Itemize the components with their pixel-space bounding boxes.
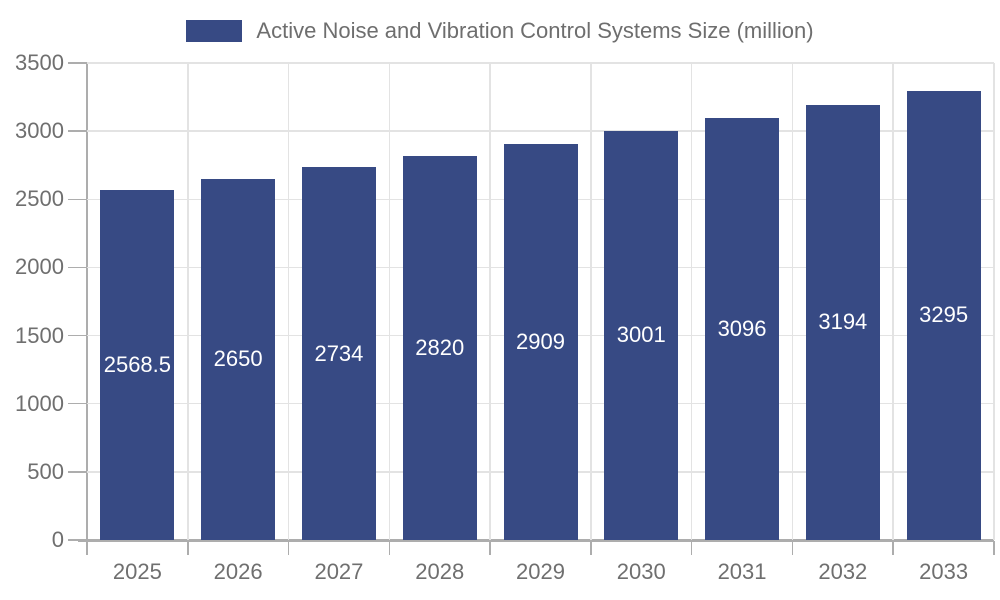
y-axis-tick — [68, 130, 87, 132]
v-gridline — [187, 63, 189, 540]
x-axis-tick — [489, 541, 491, 555]
bar-2026[interactable]: 2650 — [201, 178, 276, 540]
x-axis-line — [78, 539, 994, 542]
y-axis-tick — [68, 402, 87, 405]
bar-value-label: 2568.5 — [103, 351, 172, 377]
bar-2031[interactable]: 3096 — [705, 118, 780, 540]
bar-value-label: 3096 — [717, 316, 767, 342]
x-tick-label: 2026 — [213, 559, 263, 584]
bar-2032[interactable]: 3194 — [805, 104, 880, 540]
x-axis-tick — [993, 541, 995, 555]
x-axis-tick — [388, 541, 391, 555]
v-gridline — [690, 63, 693, 540]
x-axis-tick — [791, 541, 794, 555]
x-axis-tick — [187, 541, 189, 555]
x-tick-label: 2032 — [818, 559, 868, 584]
y-axis-tick — [68, 334, 87, 337]
v-gridline — [993, 63, 995, 540]
x-axis-tick — [590, 541, 592, 555]
x-tick-label: 2027 — [314, 559, 364, 584]
x-tick-label: 2029 — [516, 559, 565, 584]
h-gridline — [87, 62, 994, 64]
y-tick-label: 2000 — [15, 254, 64, 280]
bar-value-label: 2820 — [415, 334, 465, 360]
h-gridline — [87, 130, 994, 132]
y-axis-tick — [68, 266, 87, 269]
bar-2025[interactable]: 2568.5 — [100, 189, 175, 540]
v-gridline — [388, 63, 391, 540]
x-axis-tick — [690, 541, 693, 555]
y-axis-line — [86, 63, 88, 542]
x-tick-label: 2025 — [112, 559, 162, 584]
x-axis-tick — [287, 541, 290, 555]
x-tick-label: 2031 — [717, 559, 767, 584]
v-gridline — [287, 63, 290, 540]
v-gridline — [489, 63, 491, 540]
y-axis-tick — [68, 198, 87, 201]
y-tick-label: 500 — [27, 458, 64, 484]
x-tick-label: 2028 — [415, 559, 465, 584]
bar-2028[interactable]: 2820 — [402, 155, 477, 540]
plot-area: 2568.5 2650 2734 2820 2909 3001 3096 3194 3295 — [87, 62, 995, 540]
y-tick-label: 1500 — [15, 322, 64, 348]
bar-value-label: 2650 — [213, 346, 263, 372]
x-tick-label: 2030 — [616, 559, 666, 584]
bar-value-label: 3194 — [818, 309, 868, 335]
v-gridline — [791, 63, 794, 540]
y-tick-label: 3500 — [15, 50, 64, 75]
y-tick-label: 3000 — [15, 118, 64, 144]
legend-swatch-icon — [186, 20, 243, 42]
x-axis-tick — [892, 541, 894, 555]
chart-legend[interactable]: Active Noise and Vibration Control Syste… — [0, 17, 1000, 45]
v-gridline — [590, 63, 592, 540]
y-axis-tick — [68, 539, 87, 541]
bar-value-label: 3001 — [616, 322, 666, 348]
bar-2030[interactable]: 3001 — [604, 131, 679, 540]
bar-value-label: 3295 — [919, 302, 969, 328]
bar-2027[interactable]: 2734 — [301, 167, 376, 540]
x-axis-tick — [86, 541, 88, 555]
y-axis-tick — [68, 62, 87, 64]
y-axis-tick — [68, 471, 87, 473]
x-tick-label: 2033 — [919, 559, 969, 584]
bar-value-label: 2734 — [314, 340, 364, 366]
v-gridline — [892, 63, 894, 540]
y-tick-label: 2500 — [15, 186, 64, 212]
y-tick-label: 0 — [51, 527, 64, 552]
legend-label: Active Noise and Vibration Control Syste… — [256, 18, 814, 43]
bar-2033[interactable]: 3295 — [906, 90, 981, 540]
bar-value-label: 2909 — [516, 328, 565, 354]
bar-2029[interactable]: 2909 — [503, 143, 578, 540]
y-tick-label: 1000 — [15, 390, 64, 416]
